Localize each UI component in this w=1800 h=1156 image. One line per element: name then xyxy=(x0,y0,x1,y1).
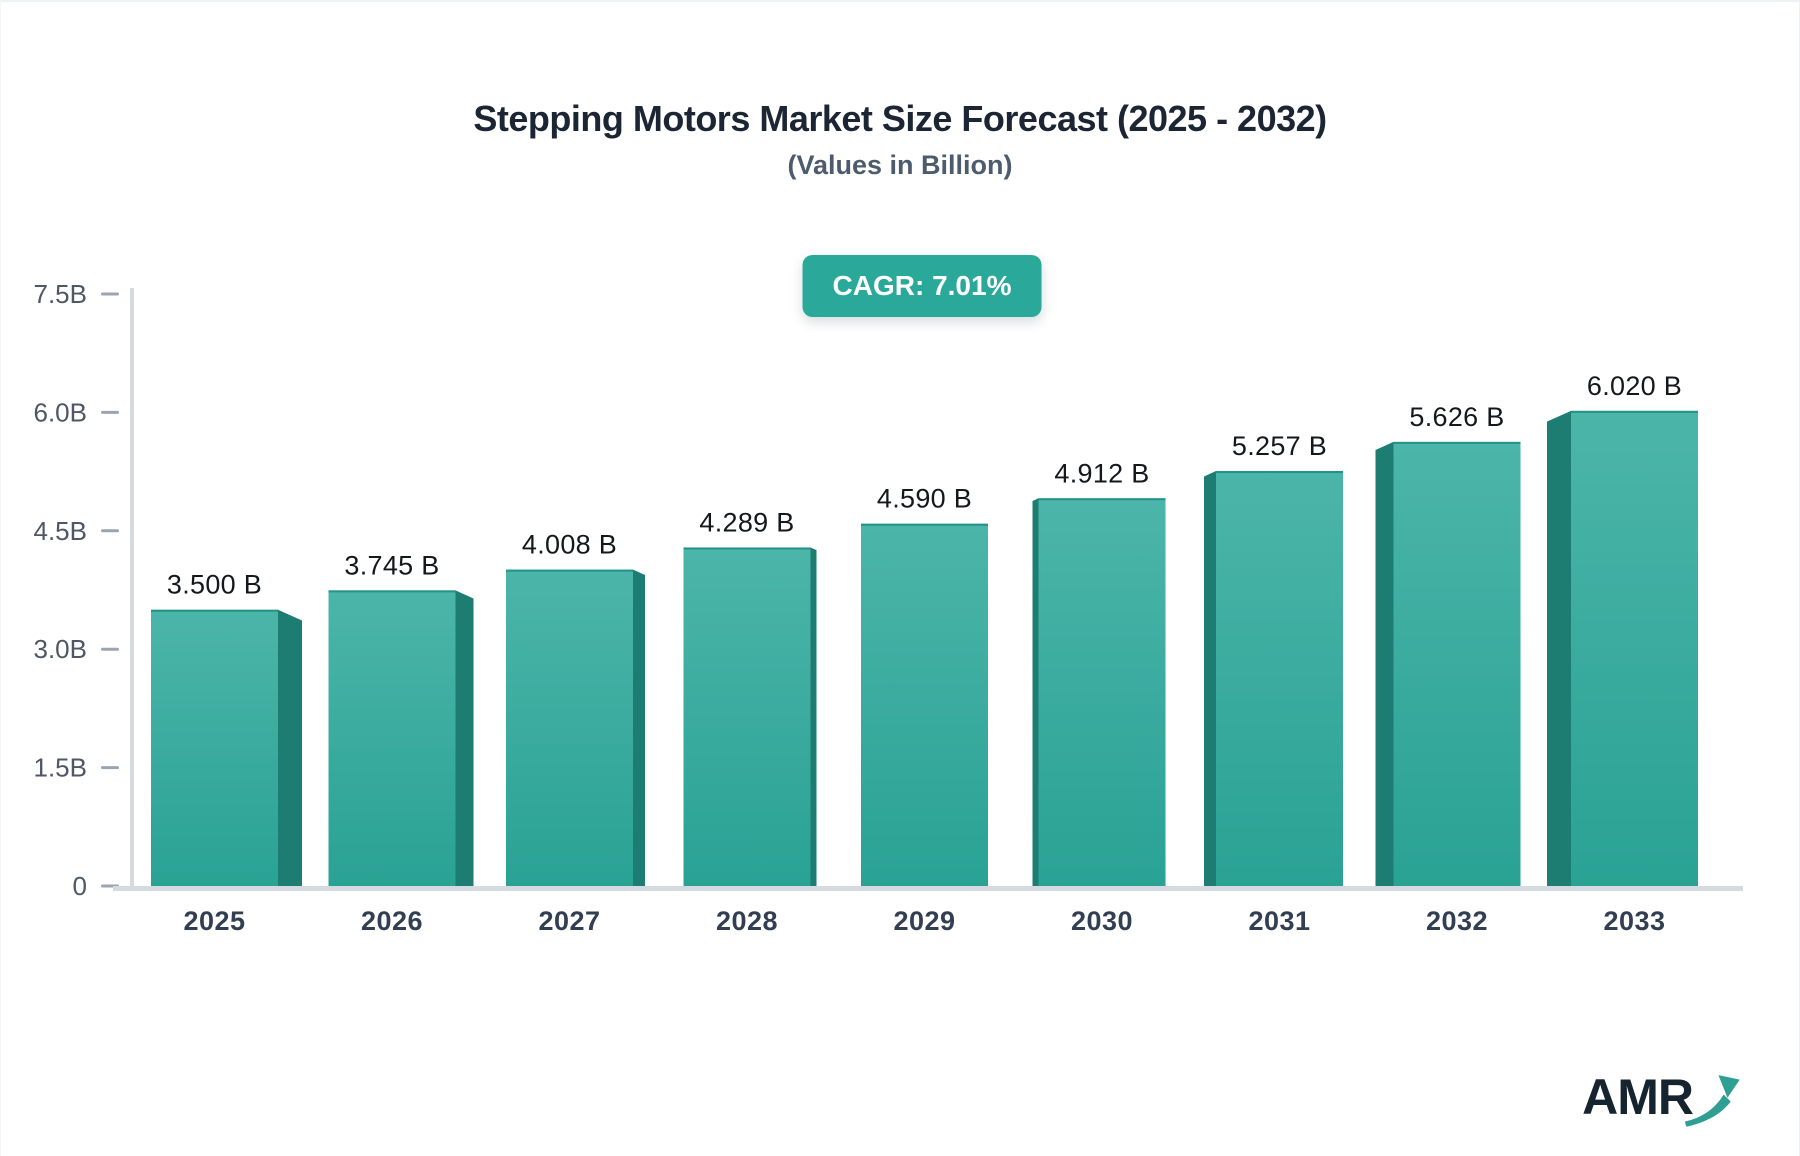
x-axis-label: 2025 xyxy=(183,906,245,936)
y-axis-tick-label: 4.5B xyxy=(34,516,88,546)
y-axis-tick-label: 7.5B xyxy=(34,279,88,309)
amr-logo: AMR xyxy=(1582,1072,1741,1128)
bar-group: 3.745 B 2026 xyxy=(328,550,474,936)
bar-value-label: 3.745 B xyxy=(344,550,439,580)
bar-side-face xyxy=(1375,441,1394,886)
bar-group: 5.257 B 2031 xyxy=(1204,431,1343,936)
chart-subtitle: (Values in Billion) xyxy=(787,150,1013,180)
y-axis-tick-label: 0 xyxy=(73,871,87,901)
growth-arrow-icon xyxy=(1684,1075,1740,1127)
bar-value-label: 4.289 B xyxy=(699,507,794,537)
bar-front-face xyxy=(861,523,988,886)
bar-side-face xyxy=(1032,498,1039,886)
x-axis-label: 2032 xyxy=(1426,906,1488,936)
bar-front-face xyxy=(1393,441,1521,886)
y-axis-tick-mark xyxy=(101,292,119,296)
bar-front-face xyxy=(683,547,811,886)
bar-group: 3.500 B 2025 xyxy=(151,570,302,936)
bar-front-face xyxy=(1038,498,1166,886)
bar-side-face xyxy=(455,590,474,886)
x-axis-label: 2031 xyxy=(1248,906,1310,936)
x-axis-label: 2026 xyxy=(361,906,423,936)
cagr-badge: CAGR: 7.01% xyxy=(802,255,1042,317)
bar-front-face xyxy=(506,569,633,886)
y-axis-tick-label: 6.0B xyxy=(34,397,88,427)
amr-logo-text: AMR xyxy=(1582,1069,1694,1125)
bar-group: 4.289 B 2028 xyxy=(683,507,817,936)
y-axis-line xyxy=(130,288,134,886)
y-axis-tick-mark xyxy=(101,410,119,414)
bar-value-label: 4.590 B xyxy=(877,484,972,514)
bar-group: 6.020 B 2033 xyxy=(1547,371,1698,936)
y-axis-tick-label: 1.5B xyxy=(34,753,88,783)
x-axis-label: 2029 xyxy=(893,906,955,936)
bar-front-face xyxy=(1571,410,1698,886)
chart-title: Stepping Motors Market Size Forecast (20… xyxy=(473,98,1327,139)
bar-value-label: 5.626 B xyxy=(1409,402,1504,432)
bar-value-label: 4.912 B xyxy=(1054,458,1149,488)
x-axis-label: 2028 xyxy=(716,906,778,936)
x-axis-label: 2033 xyxy=(1603,906,1665,936)
bar-value-label: 3.500 B xyxy=(167,570,262,600)
bar-group: 5.626 B 2032 xyxy=(1375,402,1521,936)
bar-side-face xyxy=(810,547,817,886)
bar-side-face xyxy=(278,609,302,886)
y-axis-tick-label: 3.0B xyxy=(34,634,88,664)
x-axis-line xyxy=(113,886,1743,891)
x-axis-label: 2027 xyxy=(538,906,600,936)
bar-group: 4.912 B 2030 xyxy=(1032,458,1166,936)
bar-value-label: 4.008 B xyxy=(522,530,617,560)
y-axis-tick-mark xyxy=(101,766,119,770)
bar-group: 4.008 B 2027 xyxy=(506,530,645,936)
bar-group: 4.590 B 2029 xyxy=(861,484,988,936)
bar-value-label: 5.257 B xyxy=(1232,431,1327,461)
bar-front-face xyxy=(1216,471,1343,886)
bar-side-face xyxy=(1204,471,1216,886)
bar-value-label: 6.020 B xyxy=(1587,371,1682,401)
y-axis-tick-mark xyxy=(101,529,119,533)
bar-side-face xyxy=(633,569,645,886)
bar-front-face xyxy=(328,590,456,886)
x-axis-label: 2030 xyxy=(1071,906,1133,936)
bar-side-face xyxy=(1547,410,1571,886)
bar-front-face xyxy=(151,609,278,886)
y-axis-tick-mark xyxy=(101,647,119,651)
